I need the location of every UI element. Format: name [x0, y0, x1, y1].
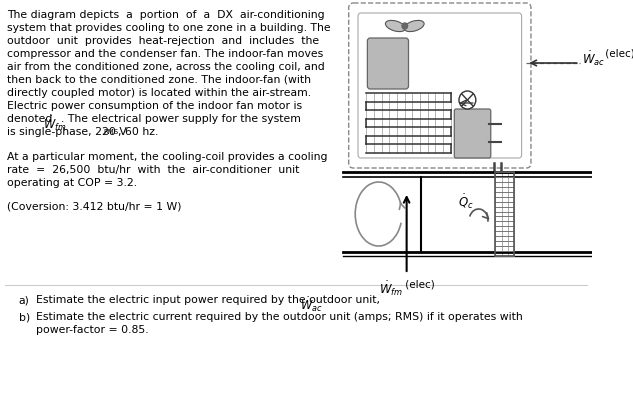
Text: (elec): (elec): [602, 49, 633, 59]
Text: denoted: denoted: [8, 114, 56, 124]
Text: rate  =  26,500  btu/hr  with  the  air-conditioner  unit: rate = 26,500 btu/hr with the air-condit…: [8, 165, 300, 175]
Text: At a particular moment, the cooling-coil provides a cooling: At a particular moment, the cooling-coil…: [8, 152, 328, 162]
Text: Estimate the electric input power required by the outdoor unit,: Estimate the electric input power requir…: [35, 295, 383, 305]
Text: $\dot{W}_{fm}$: $\dot{W}_{fm}$: [379, 279, 403, 298]
Bar: [496, 172, 514, 256]
Text: system that provides cooling to one zone in a building. The: system that provides cooling to one zone…: [8, 23, 331, 33]
Text: (Coversion: 3.412 btu/hr = 1 W): (Coversion: 3.412 btu/hr = 1 W): [8, 201, 182, 211]
Text: directly coupled motor) is located within the air-stream.: directly coupled motor) is located withi…: [8, 88, 311, 98]
Text: outdoor  unit  provides  heat-rejection  and  includes  the: outdoor unit provides heat-rejection and…: [8, 36, 320, 46]
Text: The diagram depicts  a  portion  of  a  DX  air-conditioning: The diagram depicts a portion of a DX ai…: [8, 10, 325, 20]
Text: Electric power consumption of the indoor fan motor is: Electric power consumption of the indoor…: [8, 101, 303, 111]
Text: compressor and the condenser fan. The indoor-fan moves: compressor and the condenser fan. The in…: [8, 49, 323, 59]
Text: then back to the conditioned zone. The indoor-fan (with: then back to the conditioned zone. The i…: [8, 75, 311, 85]
FancyBboxPatch shape: [367, 38, 408, 89]
Text: $\dot{W}_{ac}$: $\dot{W}_{ac}$: [300, 295, 323, 314]
Text: $\dot{W}_{ac}$: $\dot{W}_{ac}$: [582, 49, 606, 67]
Ellipse shape: [385, 21, 405, 32]
Text: air from the conditioned zone, across the cooling coil, and: air from the conditioned zone, across th…: [8, 62, 325, 72]
Text: (elec): (elec): [402, 279, 435, 289]
Text: , 60 hz.: , 60 hz.: [118, 127, 158, 137]
FancyBboxPatch shape: [358, 13, 522, 158]
Text: power-factor = 0.85.: power-factor = 0.85.: [35, 325, 148, 335]
Text: operating at COP = 3.2.: operating at COP = 3.2.: [8, 178, 137, 188]
Text: $\dot{W}_{fm}$: $\dot{W}_{fm}$: [43, 114, 66, 132]
Text: is single-phase, 220 V: is single-phase, 220 V: [8, 127, 127, 137]
Circle shape: [459, 91, 476, 109]
Text: Estimate the electric current required by the outdoor unit (amps; RMS) if it ope: Estimate the electric current required b…: [35, 312, 522, 322]
Text: b): b): [19, 312, 30, 322]
Circle shape: [402, 23, 408, 29]
Text: . The electrical power supply for the system: . The electrical power supply for the sy…: [61, 114, 301, 124]
Text: a): a): [19, 295, 30, 305]
Text: RMS: RMS: [104, 129, 119, 135]
FancyBboxPatch shape: [349, 3, 531, 168]
Text: $\dot{Q}_c$: $\dot{Q}_c$: [458, 192, 474, 210]
Bar: [346, 177, 589, 252]
FancyBboxPatch shape: [454, 109, 491, 158]
Ellipse shape: [404, 21, 424, 32]
